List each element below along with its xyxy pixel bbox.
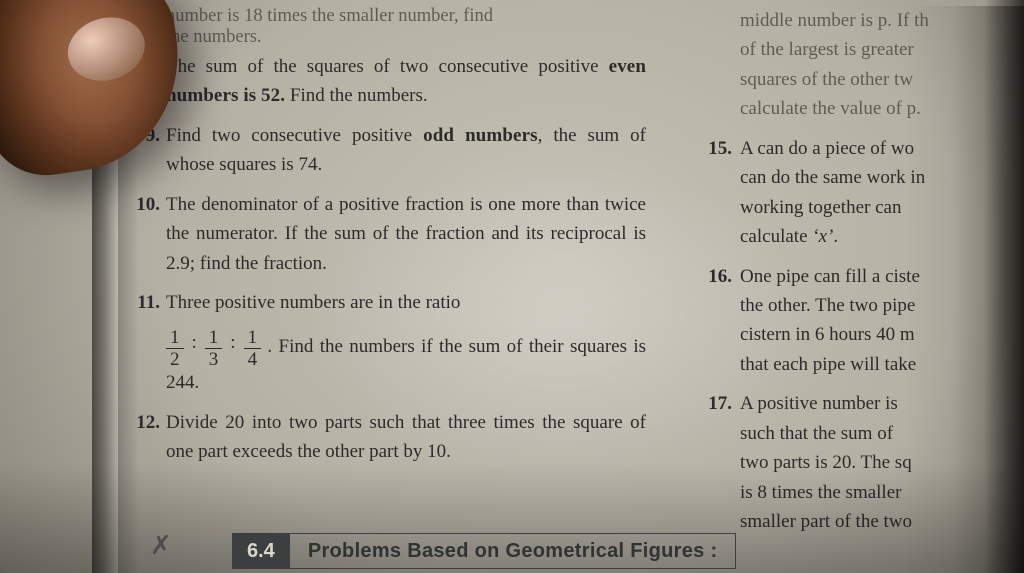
right-line: A can do a piece of wo xyxy=(740,134,1024,163)
left-column: number is 18 times the smaller number, f… xyxy=(126,6,646,573)
problem-17: 17. A positive number is such that the s… xyxy=(702,389,1024,536)
ratio-colon: : xyxy=(228,328,237,357)
problem-12: 12. Divide 20 into two parts such that t… xyxy=(126,408,646,467)
problem-15: 15. A can do a piece of wo can do the sa… xyxy=(702,134,1024,252)
problem-11-fraction-line: 12 : 13 : 14 . Find the numbers if the s… xyxy=(166,326,646,398)
frac-bot: 3 xyxy=(205,349,223,370)
right-line: that each pipe will take xyxy=(740,350,1024,379)
right-line: calculate the value of p. xyxy=(740,94,1024,123)
partial-top-line2: the numbers. xyxy=(126,27,646,48)
frac-1-3: 13 xyxy=(205,328,223,371)
right-line: squares of the other tw xyxy=(740,65,1024,94)
right-line: calculate ‘x’. xyxy=(740,222,1024,251)
problem-16: 16. One pipe can fill a ciste the other.… xyxy=(702,262,1024,380)
problem-number: 11. xyxy=(128,288,160,317)
right-line: two parts is 20. The sq xyxy=(740,448,1024,477)
problem-text-tail: Find the numbers. xyxy=(285,85,428,106)
frac-1-4: 14 xyxy=(244,328,262,371)
problem-number: 17. xyxy=(702,389,732,418)
ratio-fractions: 12 : 13 : 14 xyxy=(166,328,261,371)
right-continuation: middle number is p. If th of the largest… xyxy=(702,6,1024,124)
right-line: working together can xyxy=(740,193,1024,222)
right-line: middle number is p. If th xyxy=(740,6,1024,35)
right-line: is 8 times the smaller xyxy=(740,478,1024,507)
problem-number: 16. xyxy=(702,262,732,291)
frac-top: 1 xyxy=(166,328,184,350)
problem-text: Three positive numbers are in the ratio xyxy=(166,292,460,313)
section-heading-bar: 6.4 Problems Based on Geometrical Figure… xyxy=(232,533,736,569)
right-line: cistern in 6 hours 40 m xyxy=(740,320,1024,349)
problem-text: The denominator of a positive fraction i… xyxy=(166,194,646,274)
right-line: One pipe can fill a ciste xyxy=(740,262,1024,291)
problem-number: 12. xyxy=(128,408,160,437)
ratio-colon: : xyxy=(190,328,199,357)
problem-9: 9. Find two consecutive positive odd num… xyxy=(126,121,646,180)
right-line: A positive number is xyxy=(740,389,1024,418)
right-column: middle number is p. If th of the largest… xyxy=(702,6,1024,573)
problem-text: Find two consecutive positive xyxy=(166,125,423,146)
problem-number: 10. xyxy=(128,190,160,219)
partial-line-top: number is 18 times the smaller number, f… xyxy=(126,6,646,48)
problem-list-left: 8. The sum of the squares of two consecu… xyxy=(126,52,646,467)
right-line: smaller part of the two xyxy=(740,507,1024,536)
frac-top: 1 xyxy=(205,328,223,350)
partial-top-line1: number is 18 times the smaller number, f… xyxy=(126,6,646,27)
problem-text: Divide 20 into two parts such that three… xyxy=(166,412,646,462)
handwritten-mark: ✗ xyxy=(150,531,172,561)
section-number-box: 6.4 xyxy=(232,533,290,569)
frac-bot: 4 xyxy=(244,349,262,370)
problem-bold: odd numbers xyxy=(423,125,538,146)
textbook-page-photo: number is 18 times the smaller number, f… xyxy=(0,0,1024,573)
thumbnail-nail xyxy=(60,9,152,90)
right-line: of the largest is greater xyxy=(740,35,1024,64)
section-title-box: Problems Based on Geometrical Figures : xyxy=(290,533,737,569)
frac-top: 1 xyxy=(244,328,262,350)
problem-number: 15. xyxy=(702,134,732,163)
problem-11: 11. Three positive numbers are in the ra… xyxy=(126,288,646,398)
right-line: can do the same work in xyxy=(740,163,1024,192)
frac-1-2: 12 xyxy=(166,328,184,371)
frac-bot: 2 xyxy=(166,349,184,370)
right-line: the other. The two pipe xyxy=(740,291,1024,320)
problem-10: 10. The denominator of a positive fracti… xyxy=(126,190,646,278)
right-line: such that the sum of xyxy=(740,419,1024,448)
problem-8: 8. The sum of the squares of two consecu… xyxy=(126,52,646,111)
problem-text: The sum of the squares of two consecutiv… xyxy=(166,56,609,77)
page-content: number is 18 times the smaller number, f… xyxy=(118,0,1024,573)
